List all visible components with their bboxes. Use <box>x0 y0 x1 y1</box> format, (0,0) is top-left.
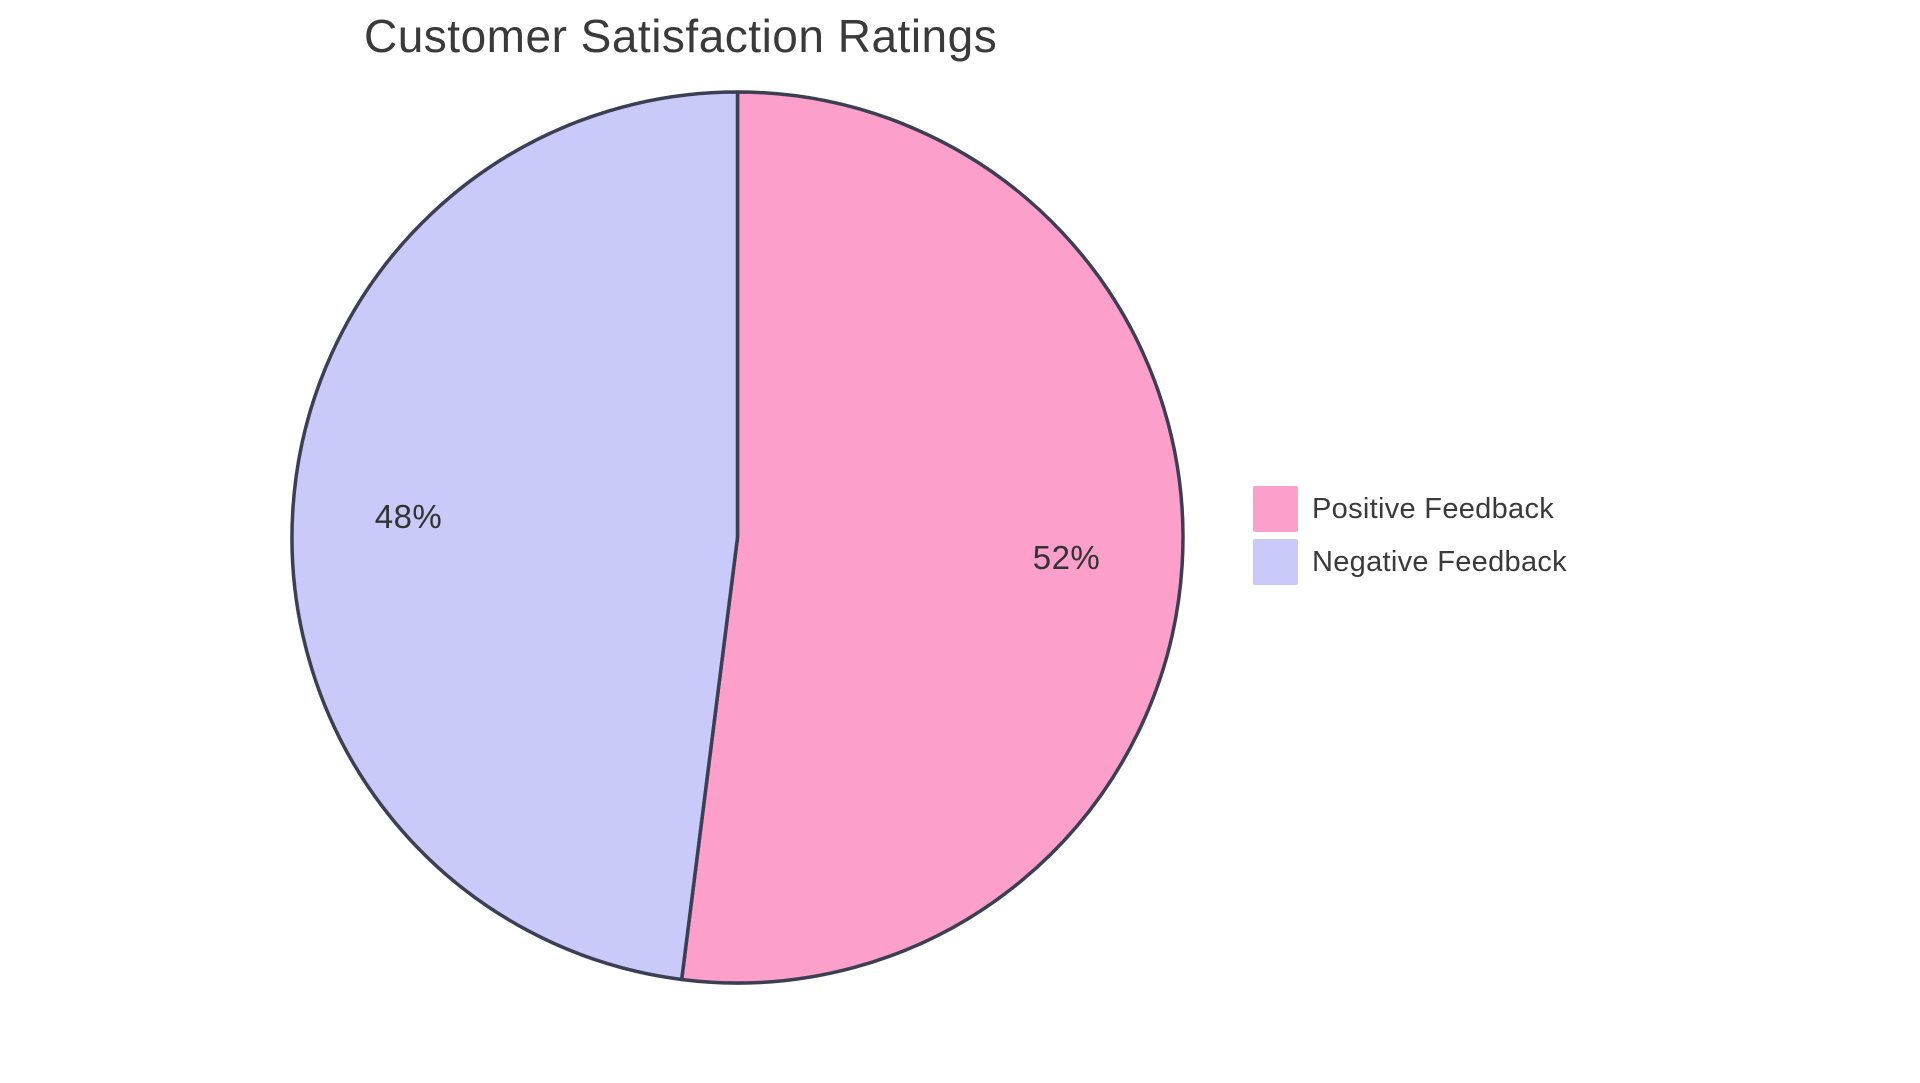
pie-slice-positive-feedback <box>679 90 1185 985</box>
legend-swatch-negative-feedback <box>1253 539 1298 585</box>
chart-title: Customer Satisfaction Ratings <box>364 10 998 62</box>
legend-swatch-positive-feedback <box>1253 486 1298 532</box>
legend-label-negative-feedback: Negative Feedback <box>1312 545 1567 578</box>
pie-slice-negative-feedback <box>290 90 740 982</box>
slice-label-positive-feedback: 52% <box>1032 539 1101 577</box>
slice-label-negative-feedback: 48% <box>374 497 443 535</box>
legend-item-positive-feedback: Positive Feedback <box>1253 486 1567 532</box>
legend-label-positive-feedback: Positive Feedback <box>1312 492 1555 525</box>
legend: Positive Feedback Negative Feedback <box>1253 486 1567 592</box>
legend-item-negative-feedback: Negative Feedback <box>1253 539 1567 585</box>
